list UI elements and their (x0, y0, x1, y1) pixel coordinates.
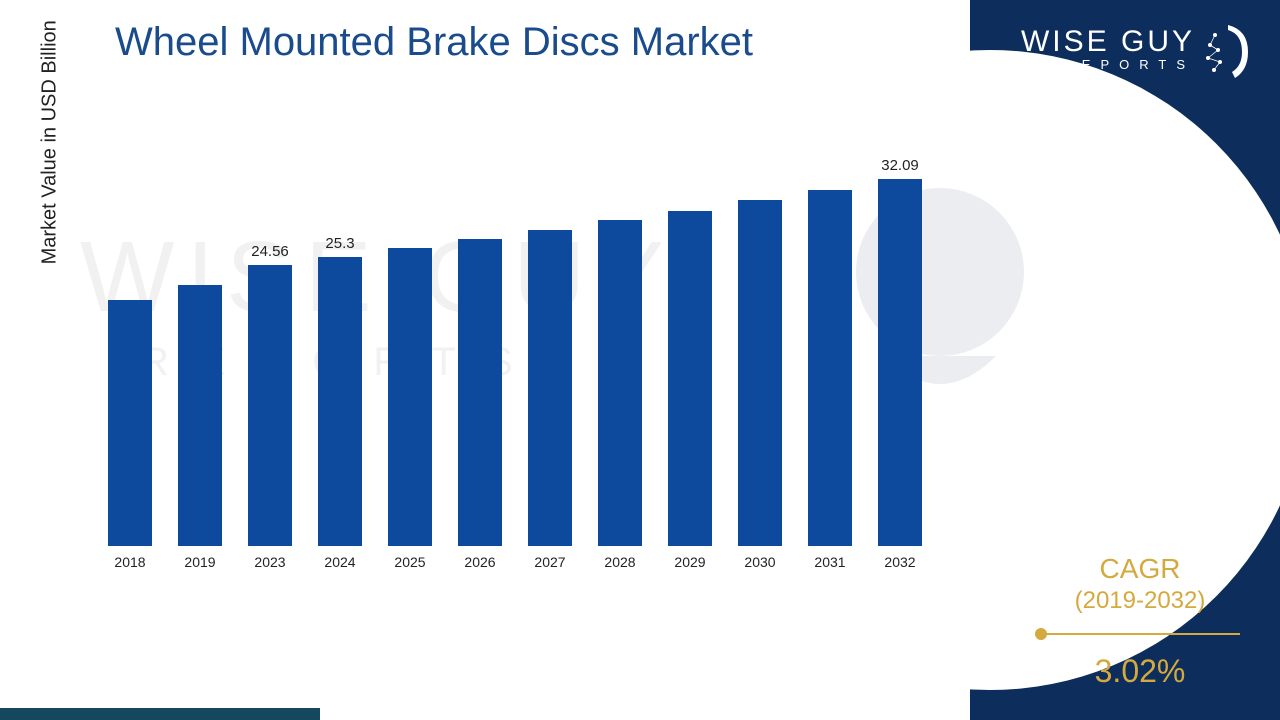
logo-main-text: WISE GUY (1021, 25, 1195, 59)
bar (668, 211, 712, 546)
logo-head-icon (1200, 20, 1255, 85)
bar-value-label: 32.09 (881, 157, 919, 173)
x-axis-label: 2018 (114, 554, 145, 570)
bar-group: 2018 (100, 300, 160, 570)
x-axis-label: 2030 (744, 554, 775, 570)
x-axis-label: 2032 (884, 554, 915, 570)
x-axis-label: 2031 (814, 554, 845, 570)
bar-value-label: 25.3 (325, 235, 354, 251)
bar-group: 2031 (800, 190, 860, 570)
bar-group: 2027 (520, 230, 580, 570)
x-axis-label: 2029 (674, 554, 705, 570)
bar (388, 248, 432, 546)
chart-area: Market Value in USD Billion 2018201924.5… (60, 150, 930, 600)
bar (178, 285, 222, 546)
cagr-value: 3.02% (1000, 653, 1280, 690)
cagr-period: (2019-2032) (1000, 587, 1280, 615)
bar-group: 2025 (380, 248, 440, 570)
cagr-divider (1040, 633, 1240, 635)
bars-container: 2018201924.56202325.32024202520262027202… (100, 170, 930, 570)
x-axis-label: 2025 (394, 554, 425, 570)
bar-group: 25.32024 (310, 257, 370, 570)
x-axis-label: 2026 (464, 554, 495, 570)
bar (108, 300, 152, 546)
bar-value-label: 24.56 (251, 243, 289, 259)
x-axis-label: 2028 (604, 554, 635, 570)
y-axis-label: Market Value in USD Billion (39, 20, 62, 264)
bar (878, 179, 922, 546)
bar (598, 220, 642, 546)
x-axis-label: 2023 (254, 554, 285, 570)
bar-group: 32.092032 (870, 179, 930, 570)
bar (248, 265, 292, 546)
bar (808, 190, 852, 546)
bar (458, 239, 502, 546)
x-axis-label: 2027 (534, 554, 565, 570)
cagr-label: CAGR (1000, 553, 1280, 585)
page-title: Wheel Mounted Brake Discs Market (115, 20, 753, 65)
x-axis-label: 2024 (324, 554, 355, 570)
cagr-box: CAGR (2019-2032) 3.02% (1000, 553, 1280, 690)
bar-group: 2030 (730, 200, 790, 570)
x-axis-label: 2019 (184, 554, 215, 570)
logo-sub-text: REPORTS (1021, 57, 1195, 72)
bar-group: 2019 (170, 285, 230, 570)
bottom-accent-bar (0, 708, 320, 720)
bar-group: 2028 (590, 220, 650, 570)
bar-group: 2026 (450, 239, 510, 570)
bar-group: 2029 (660, 211, 720, 570)
bar-group: 24.562023 (240, 265, 300, 570)
bar (738, 200, 782, 546)
bar (318, 257, 362, 546)
bar (528, 230, 572, 546)
logo: WISE GUY REPORTS (1021, 25, 1255, 72)
